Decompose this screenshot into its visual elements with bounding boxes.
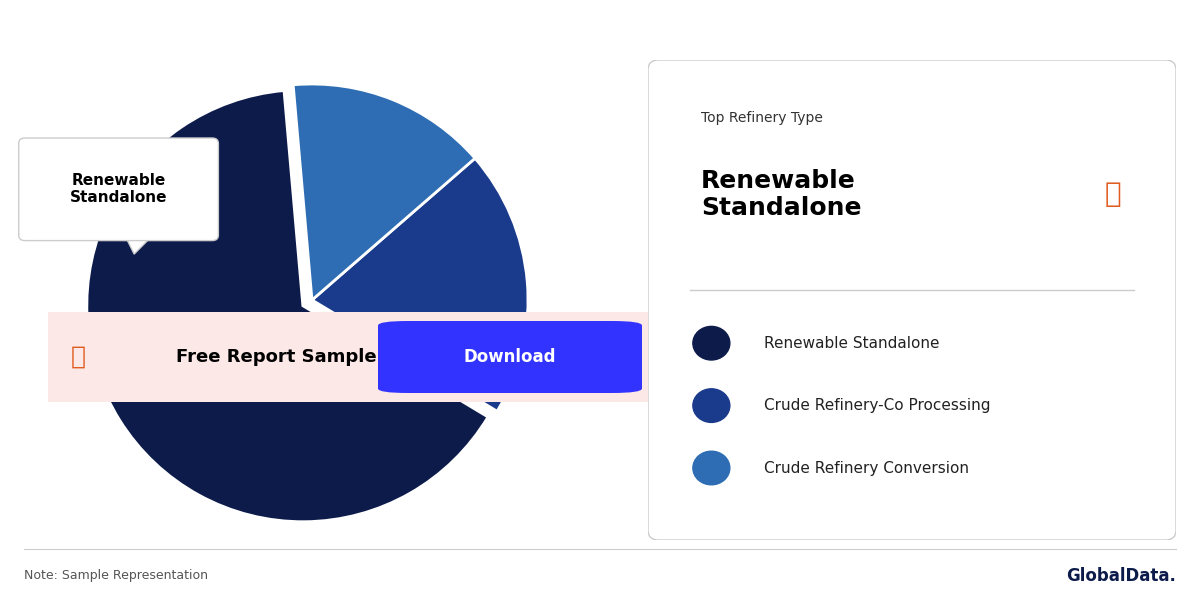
Text: Note: Sample Representation: Note: Sample Representation [24, 569, 208, 583]
Circle shape [692, 451, 730, 485]
FancyBboxPatch shape [19, 138, 218, 241]
Text: Free Report Sample: Free Report Sample [175, 348, 377, 366]
FancyBboxPatch shape [648, 60, 1176, 540]
Text: 🔒: 🔒 [71, 345, 85, 369]
Wedge shape [293, 84, 475, 300]
Circle shape [692, 326, 730, 360]
Text: Renewable
Standalone: Renewable Standalone [70, 173, 167, 205]
Wedge shape [86, 91, 488, 522]
Text: GlobalData.: GlobalData. [1066, 567, 1176, 585]
Text: Crude Refinery-Co Processing: Crude Refinery-Co Processing [764, 398, 991, 413]
Text: Renewable
Standalone: Renewable Standalone [701, 169, 862, 220]
Text: 🔒: 🔒 [1104, 181, 1121, 208]
FancyBboxPatch shape [36, 310, 660, 404]
Wedge shape [312, 158, 528, 411]
Circle shape [692, 389, 730, 422]
Text: Download: Download [463, 348, 557, 366]
Text: Crude Refinery Conversion: Crude Refinery Conversion [764, 461, 970, 475]
FancyBboxPatch shape [378, 321, 642, 393]
Polygon shape [125, 235, 152, 254]
Text: Top Refinery Type: Top Refinery Type [701, 110, 823, 125]
Text: Renewable Standalone: Renewable Standalone [764, 336, 940, 350]
